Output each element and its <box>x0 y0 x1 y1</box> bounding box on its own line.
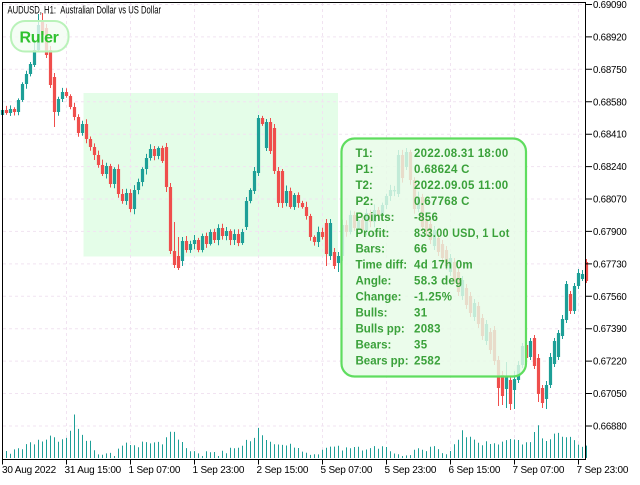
svg-text:0.68580: 0.68580 <box>593 97 627 108</box>
svg-text:Bars:: Bars: <box>356 244 385 256</box>
svg-text:0.67050: 0.67050 <box>593 389 627 400</box>
svg-text:0.68750: 0.68750 <box>593 65 627 76</box>
svg-text:Ruler: Ruler <box>20 30 59 47</box>
svg-text:31 Aug 15:00: 31 Aug 15:00 <box>65 465 122 476</box>
svg-text:0.66880: 0.66880 <box>593 422 627 433</box>
svg-text:T1:: T1: <box>356 148 373 160</box>
svg-text:4d 17h 0m: 4d 17h 0m <box>414 260 473 272</box>
svg-text:2 Sep 15:00: 2 Sep 15:00 <box>257 465 309 476</box>
svg-text:1 Sep 23:00: 1 Sep 23:00 <box>193 465 245 476</box>
svg-text:Profit:: Profit: <box>356 228 390 240</box>
svg-text:6 Sep 15:00: 6 Sep 15:00 <box>449 465 501 476</box>
svg-text:7 Sep 07:00: 7 Sep 07:00 <box>513 465 565 476</box>
svg-text:30 Aug 2022: 30 Aug 2022 <box>2 465 57 476</box>
svg-text:58.3 deg: 58.3 deg <box>414 276 462 288</box>
svg-text:P1:: P1: <box>356 164 374 176</box>
svg-text:2083: 2083 <box>414 323 441 335</box>
svg-text:Change:: Change: <box>356 292 402 304</box>
svg-text:66: 66 <box>414 244 427 256</box>
svg-text:0.67900: 0.67900 <box>593 227 627 238</box>
svg-text:1 Sep 07:00: 1 Sep 07:00 <box>129 465 181 476</box>
svg-text:Bulls:: Bulls: <box>356 308 388 320</box>
svg-text:2582: 2582 <box>414 355 441 367</box>
svg-text:0.68240: 0.68240 <box>593 162 627 173</box>
svg-text:Points:: Points: <box>356 212 395 224</box>
svg-text:P2:: P2: <box>356 196 374 208</box>
svg-text:0.67390: 0.67390 <box>593 324 627 335</box>
svg-text:35: 35 <box>414 339 428 351</box>
svg-text:0.69090: 0.69090 <box>593 0 627 11</box>
svg-text:7 Sep 23:00: 7 Sep 23:00 <box>577 465 629 476</box>
svg-text:833.00 USD, 1 Lot: 833.00 USD, 1 Lot <box>414 228 510 240</box>
svg-text:Bears:: Bears: <box>356 339 392 351</box>
svg-text:0.67560: 0.67560 <box>593 292 627 303</box>
svg-text:0.68624 C: 0.68624 C <box>414 164 470 176</box>
svg-text:AUDUSD, H1: Australian Dollar: AUDUSD, H1: Australian Dollar vs US Doll… <box>8 5 162 17</box>
svg-text:31: 31 <box>414 308 428 320</box>
svg-text:5 Sep 07:00: 5 Sep 07:00 <box>321 465 373 476</box>
svg-text:Time diff:: Time diff: <box>356 260 408 272</box>
svg-text:T2:: T2: <box>356 180 373 192</box>
svg-text:-1.25%: -1.25% <box>414 292 452 304</box>
svg-text:Bulls pp:: Bulls pp: <box>356 323 405 335</box>
svg-text:0.68920: 0.68920 <box>593 32 627 43</box>
svg-text:0.68410: 0.68410 <box>593 130 627 141</box>
svg-text:2022.09.05 11:00: 2022.09.05 11:00 <box>414 180 509 192</box>
svg-text:-856: -856 <box>414 212 438 224</box>
svg-text:Bears pp:: Bears pp: <box>356 355 409 367</box>
svg-text:0.67220: 0.67220 <box>593 357 627 368</box>
svg-text:2022.08.31 18:00: 2022.08.31 18:00 <box>414 148 509 160</box>
svg-text:0.67730: 0.67730 <box>593 259 627 270</box>
svg-text:5 Sep 23:00: 5 Sep 23:00 <box>385 465 437 476</box>
svg-text:Angle:: Angle: <box>356 276 392 288</box>
svg-text:0.68070: 0.68070 <box>593 195 627 206</box>
svg-text:0.67768 C: 0.67768 C <box>414 196 470 208</box>
